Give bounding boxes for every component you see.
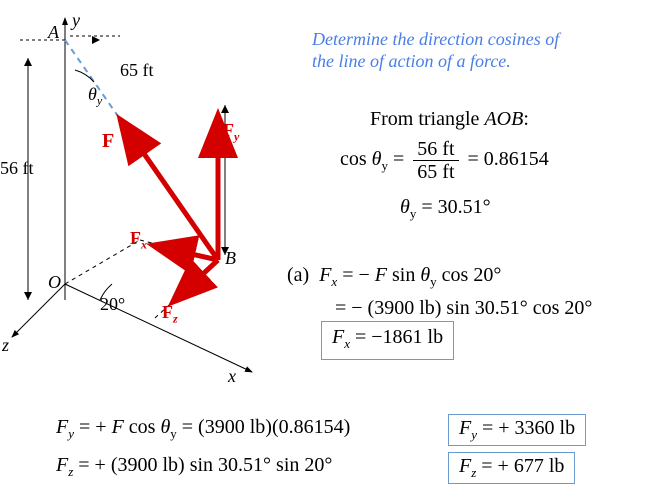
label-z: z xyxy=(2,335,9,356)
label-Fz: Fz xyxy=(162,302,178,327)
label-y: y xyxy=(72,10,80,31)
problem-title: Determine the direction cosines of the l… xyxy=(312,28,652,72)
triangle-intro: From triangle AOB: xyxy=(370,108,529,131)
label-theta-y: θy xyxy=(88,84,102,109)
label-56ft: 56 ft xyxy=(0,158,34,179)
cos-equation: cos θy = 56 ft 65 ft = 0.86154 xyxy=(340,138,549,183)
label-A: A xyxy=(48,22,59,43)
fy-result-box: Fy = + 3360 lb xyxy=(448,414,586,446)
fz-equation: Fz = + (3900 lb) sin 30.51° sin 20° xyxy=(56,454,332,480)
title-line1: Determine the direction cosines of xyxy=(312,29,559,49)
label-O: O xyxy=(48,272,61,293)
vector-Fz xyxy=(175,260,218,300)
label-F: F xyxy=(102,130,114,153)
fx-result-box: Fx = −1861 lb xyxy=(321,321,454,360)
label-Fy: Fy xyxy=(223,120,239,145)
part-a-block: (a) Fx = − F sin θy cos 20° = − (3900 lb… xyxy=(287,262,592,360)
part-a-label: (a) xyxy=(287,264,309,286)
cos-result: = 0.86154 xyxy=(468,148,549,170)
frac-den: 65 ft xyxy=(413,161,458,183)
title-line2: the line of action of a force. xyxy=(312,51,511,71)
fy-equation: Fy = + F cos θy = (3900 lb)(0.86154) xyxy=(56,416,350,442)
x-axis xyxy=(65,284,252,372)
fz-result-box: Fz = + 677 lb xyxy=(448,452,575,484)
label-20deg: 20° xyxy=(100,294,125,315)
label-x: x xyxy=(228,366,236,387)
frac-num: 56 ft xyxy=(413,138,458,161)
theta-result: θy = 30.51° xyxy=(400,196,491,222)
label-B: B xyxy=(225,248,236,269)
label-Fx: Fx xyxy=(130,228,147,253)
label-65ft: 65 ft xyxy=(120,60,154,81)
